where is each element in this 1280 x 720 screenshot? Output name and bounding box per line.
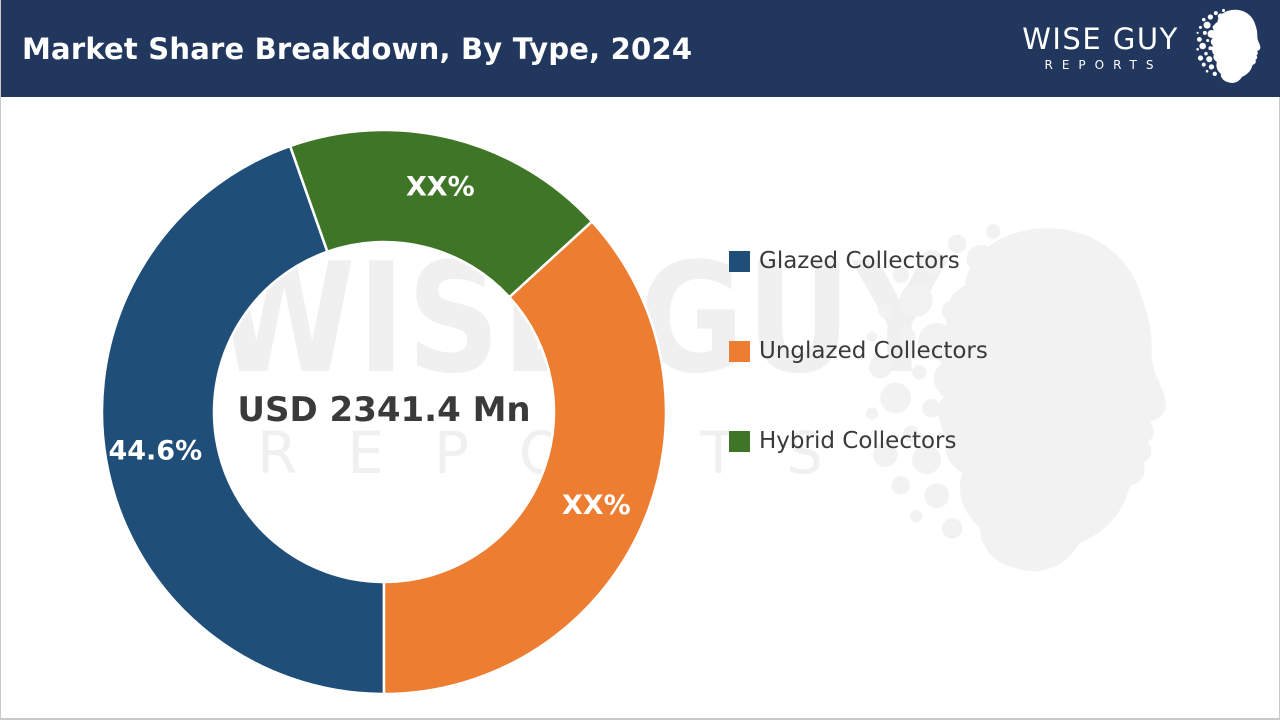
watermark-reports-text: REPORTS [257, 419, 1078, 487]
legend-item-unglazed: Unglazed Collectors [729, 340, 988, 363]
legend-item-glazed: Glazed Collectors [729, 250, 988, 273]
logo-text: WISE GUY REPORTS [1013, 22, 1188, 72]
donut-segment-label-1: XX% [406, 171, 475, 202]
donut-segment-label-2: XX% [562, 490, 631, 521]
donut-segment-glazed-collectors [100, 144, 386, 696]
legend-label-hybrid: Hybrid Collectors [759, 428, 957, 454]
header-bar: Market Share Breakdown, By Type, 2024 WI… [1, 0, 1280, 97]
donut-chart: 44.6% XX% XX% [100, 128, 668, 696]
donut-segment-hybrid-collectors [288, 128, 594, 299]
page-title: Market Share Breakdown, By Type, 2024 [22, 31, 693, 66]
donut-segment-label-0: 44.6% [108, 436, 202, 467]
chart-center-value: USD 2341.4 Mn [237, 390, 531, 430]
legend-item-hybrid: Hybrid Collectors [729, 430, 988, 453]
legend-swatch-unglazed [729, 341, 750, 362]
legend-label-glazed: Glazed Collectors [759, 248, 960, 274]
logo-wiseguy-text: WISE GUY [1022, 22, 1179, 56]
chart-legend: Glazed Collectors Unglazed Collectors Hy… [729, 250, 988, 453]
wise-guy-logo: WISE GUY REPORTS [1013, 4, 1263, 94]
legend-swatch-glazed [729, 251, 750, 272]
legend-swatch-hybrid [729, 431, 750, 452]
legend-label-unglazed: Unglazed Collectors [759, 338, 988, 364]
donut-segment-unglazed-collectors [382, 220, 668, 696]
logo-face-icon [1196, 8, 1261, 83]
logo-reports-text: REPORTS [1044, 57, 1163, 72]
